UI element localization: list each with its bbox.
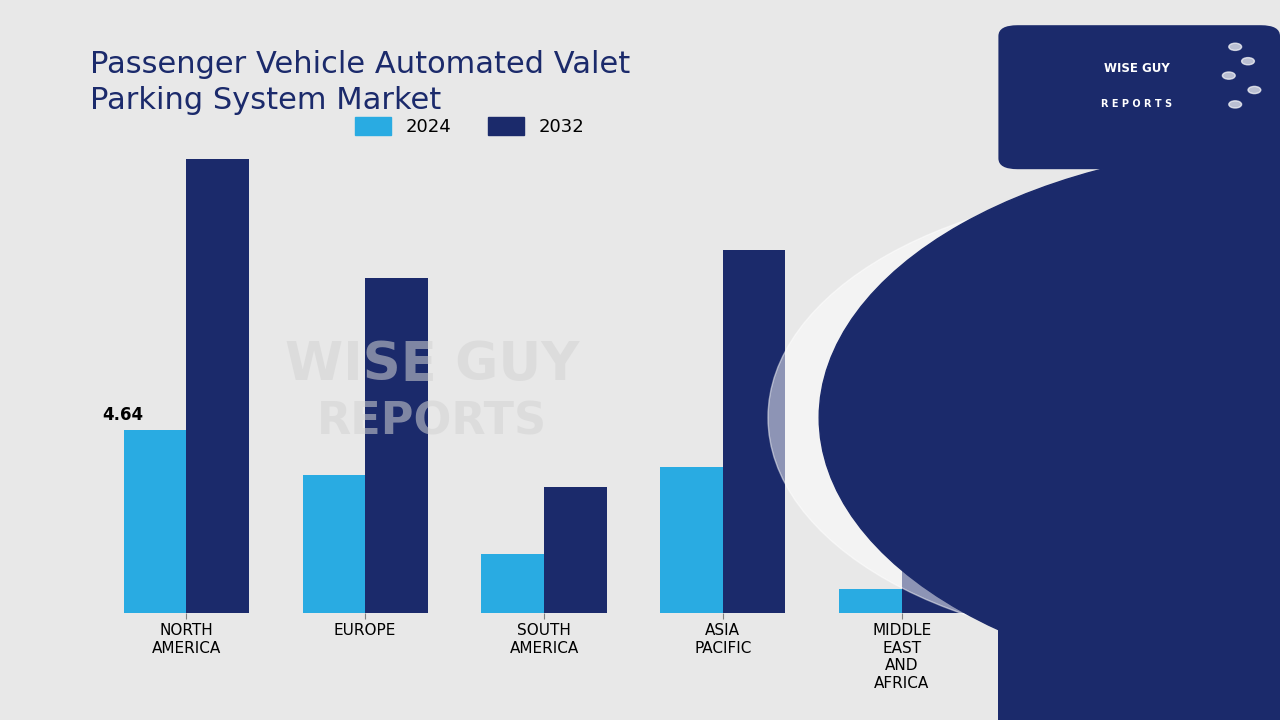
FancyBboxPatch shape bbox=[998, 25, 1280, 169]
Bar bbox=[481, 554, 544, 613]
Text: Passenger Vehicle Automated Valet
Parking System Market: Passenger Vehicle Automated Valet Parkin… bbox=[90, 50, 630, 115]
Text: 4.64: 4.64 bbox=[102, 406, 143, 424]
Circle shape bbox=[1242, 58, 1254, 65]
Bar bbox=[723, 250, 786, 613]
Bar bbox=[302, 475, 365, 613]
Circle shape bbox=[1222, 72, 1235, 79]
Legend: 2024, 2032: 2024, 2032 bbox=[346, 108, 593, 145]
Text: R E P O R T S: R E P O R T S bbox=[1101, 99, 1172, 109]
Circle shape bbox=[1229, 101, 1242, 108]
Wedge shape bbox=[819, 144, 1280, 691]
Bar bbox=[660, 467, 723, 613]
Text: WISE GUY: WISE GUY bbox=[1103, 62, 1170, 75]
Bar bbox=[187, 159, 248, 613]
Bar bbox=[901, 562, 964, 613]
Bar bbox=[544, 487, 607, 613]
Circle shape bbox=[1248, 86, 1261, 94]
Bar bbox=[124, 430, 187, 613]
FancyBboxPatch shape bbox=[998, 590, 1280, 720]
Text: REPORTS: REPORTS bbox=[317, 401, 548, 444]
Text: WISE GUY: WISE GUY bbox=[285, 339, 580, 392]
Circle shape bbox=[768, 187, 1280, 648]
Bar bbox=[840, 589, 901, 613]
Circle shape bbox=[1229, 43, 1242, 50]
Bar bbox=[365, 278, 428, 613]
